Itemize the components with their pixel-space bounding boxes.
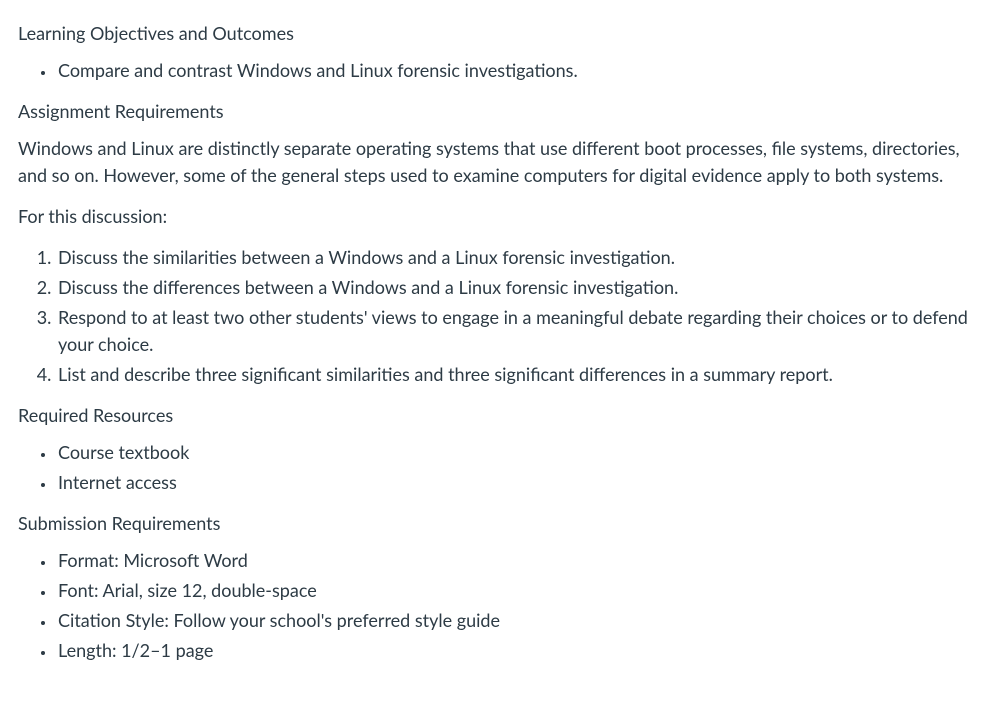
discussion-steps-list: Discuss the similarities between a Windo… xyxy=(18,244,982,388)
submission-requirements-heading: Submission Requirements xyxy=(18,510,982,537)
list-item: Course textbook xyxy=(56,439,982,466)
assignment-requirements-heading: Assignment Requirements xyxy=(18,98,982,125)
list-item: Respond to at least two other students' … xyxy=(56,304,982,358)
assignment-document: Learning Objectives and Outcomes Compare… xyxy=(0,0,1000,698)
discussion-lead: For this discussion: xyxy=(18,203,982,230)
assignment-intro-paragraph: Windows and Linux are distinctly separat… xyxy=(18,135,982,189)
submission-requirements-list: Format: Microsoft Word Font: Arial, size… xyxy=(18,547,982,664)
list-item: Length: 1/2–1 page xyxy=(56,637,982,664)
learning-objectives-list: Compare and contrast Windows and Linux f… xyxy=(18,57,982,84)
list-item: List and describe three significant simi… xyxy=(56,361,982,388)
list-item: Internet access xyxy=(56,469,982,496)
learning-objectives-heading: Learning Objectives and Outcomes xyxy=(18,20,982,47)
required-resources-list: Course textbook Internet access xyxy=(18,439,982,496)
list-item: Format: Microsoft Word xyxy=(56,547,982,574)
list-item: Discuss the differences between a Window… xyxy=(56,274,982,301)
list-item: Font: Arial, size 12, double-space xyxy=(56,577,982,604)
list-item: Citation Style: Follow your school's pre… xyxy=(56,607,982,634)
list-item: Discuss the similarities between a Windo… xyxy=(56,244,982,271)
list-item: Compare and contrast Windows and Linux f… xyxy=(56,57,982,84)
required-resources-heading: Required Resources xyxy=(18,402,982,429)
